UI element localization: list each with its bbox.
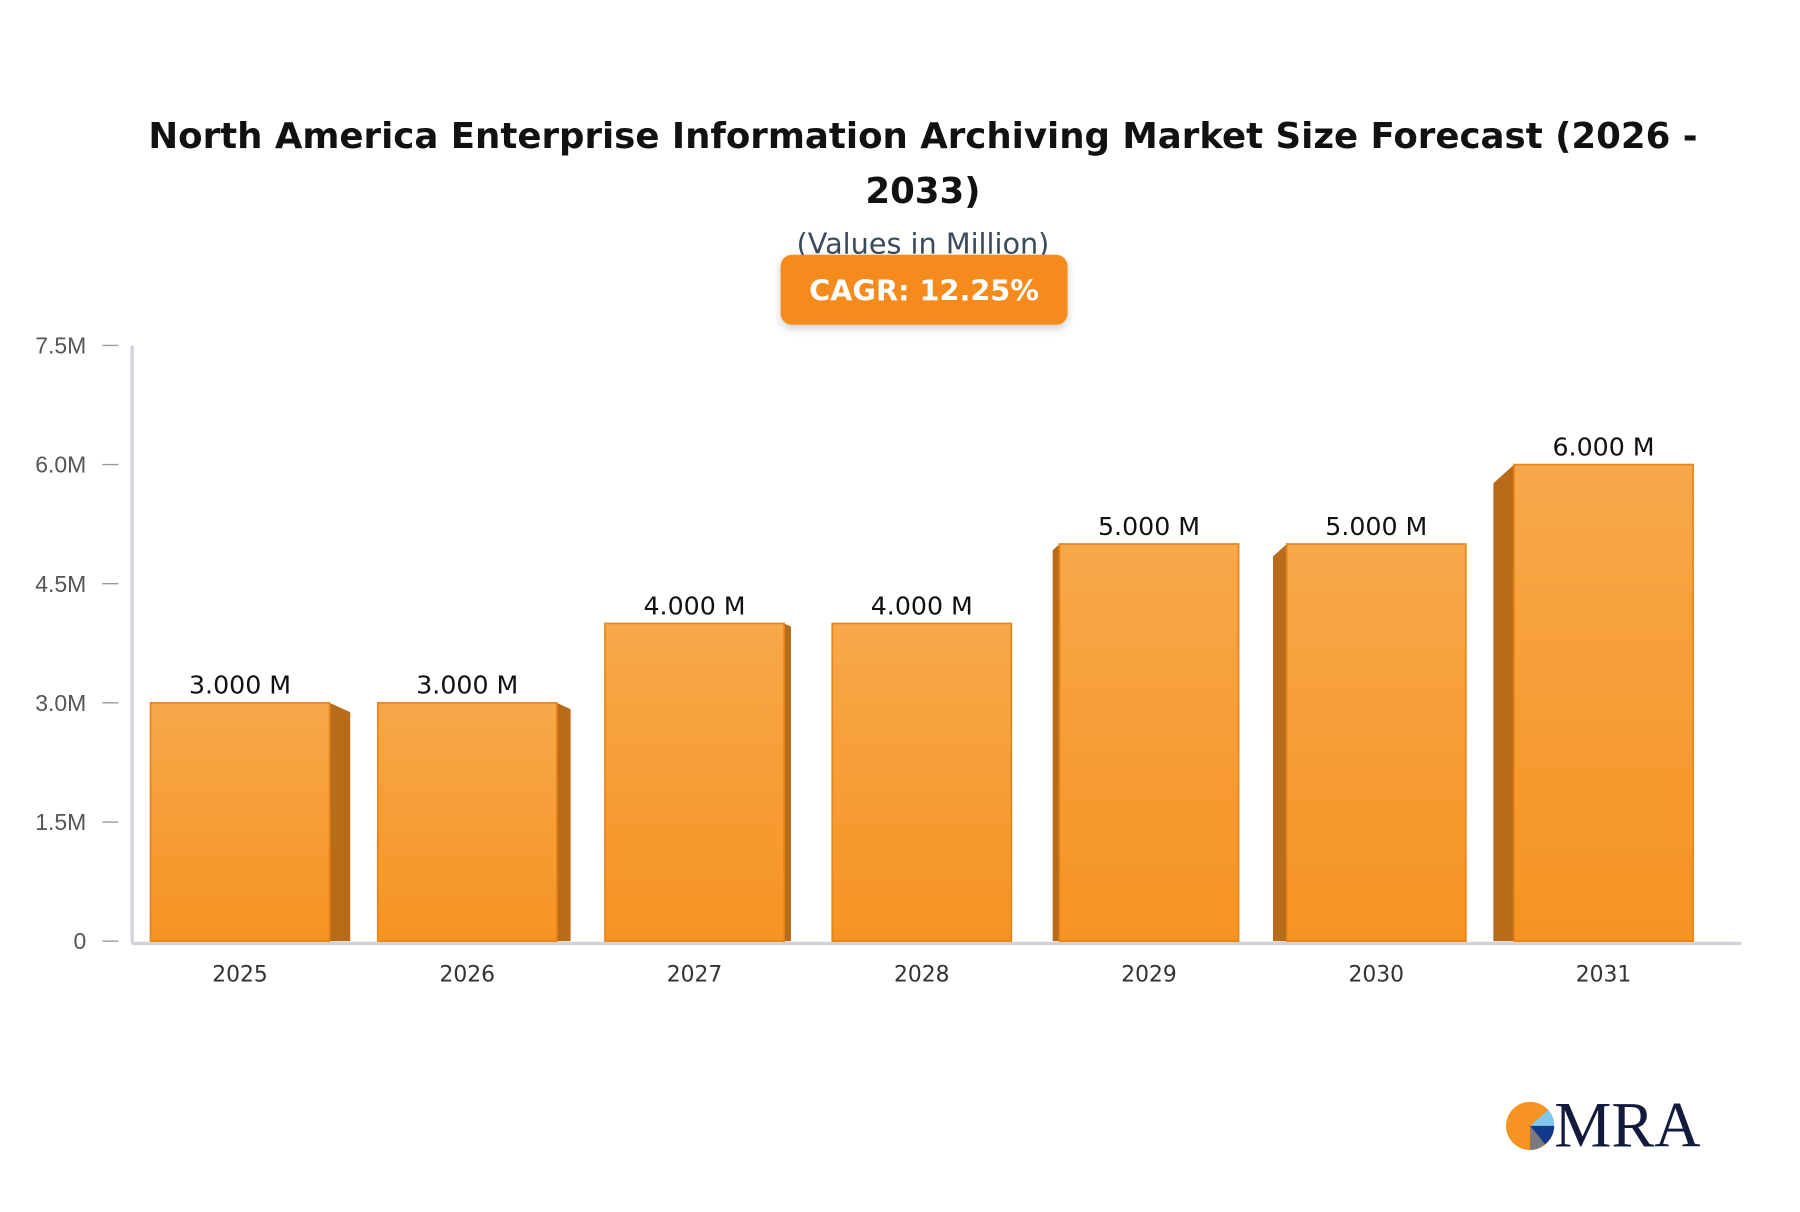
y-tick-label: 6.0M <box>35 452 86 478</box>
bar-group-2030: 5.000 M 2030 <box>1273 512 1467 987</box>
x-tick-label: 2026 <box>440 962 495 987</box>
y-tick-label: 4.5M <box>35 571 86 597</box>
bar-side <box>1273 544 1287 942</box>
cagr-badge: CAGR: 12.25% <box>780 254 1068 325</box>
data-label: 4.000 M <box>871 591 973 620</box>
bar <box>1285 543 1467 942</box>
x-tick-label: 2028 <box>894 962 949 987</box>
bar <box>604 622 785 942</box>
bar <box>376 702 558 942</box>
y-tick-label: 7.5M <box>35 333 86 359</box>
bar-side <box>1052 544 1060 942</box>
y-tick-label: 0 <box>73 928 86 954</box>
bar <box>149 702 331 942</box>
data-label: 5.000 M <box>1325 512 1427 541</box>
bar-group-2028: 4.000 M 2028 <box>831 591 1013 987</box>
x-tick-label: 2029 <box>1121 962 1176 987</box>
bar-group-2031: 6.000 M 2031 <box>1493 432 1694 987</box>
axes: 0 1.5M 3.0M 4.5M 6.0M 7.5M <box>35 333 1742 954</box>
logo-pie-gray <box>1530 1125 1546 1151</box>
logo-pie-darkblue <box>1530 1125 1555 1145</box>
bar-group-2027: 4.000 M 2027 <box>604 591 791 987</box>
x-tick-label: 2031 <box>1576 962 1631 987</box>
y-tick-label: 1.5M <box>35 809 86 835</box>
data-label: 5.000 M <box>1098 512 1200 541</box>
mra-logo: MRA <box>1506 1090 1701 1161</box>
bar-group-2025: 3.000 M 2025 <box>149 671 351 987</box>
bar <box>1058 543 1240 942</box>
bar-side <box>784 623 791 942</box>
data-label: 4.000 M <box>644 591 746 620</box>
cagr-badge-text: CAGR: 12.25% <box>809 274 1039 308</box>
bar-group-2029: 5.000 M 2029 <box>1052 512 1240 987</box>
data-label: 3.000 M <box>189 671 291 700</box>
logo-text: MRA <box>1554 1090 1700 1161</box>
x-tick-label: 2030 <box>1349 962 1404 987</box>
bar-side <box>1493 464 1515 942</box>
bar-group-2026: 3.000 M 2026 <box>376 671 571 987</box>
logo-pie-lightblue <box>1530 1109 1555 1126</box>
data-label: 3.000 M <box>416 671 518 700</box>
data-label: 6.000 M <box>1553 432 1655 461</box>
bar <box>831 622 1013 942</box>
cagr-badge-bg <box>780 254 1068 325</box>
bar-side <box>556 702 571 942</box>
bar-side <box>329 702 351 942</box>
y-tick-label: 3.0M <box>35 690 86 716</box>
bar <box>1513 463 1694 942</box>
chart-title-line-1: North America Enterprise Information Arc… <box>148 116 1697 157</box>
x-tick-label: 2027 <box>667 962 722 987</box>
x-tick-label: 2025 <box>212 962 267 987</box>
chart-title-line-2: 2033) <box>865 171 980 212</box>
